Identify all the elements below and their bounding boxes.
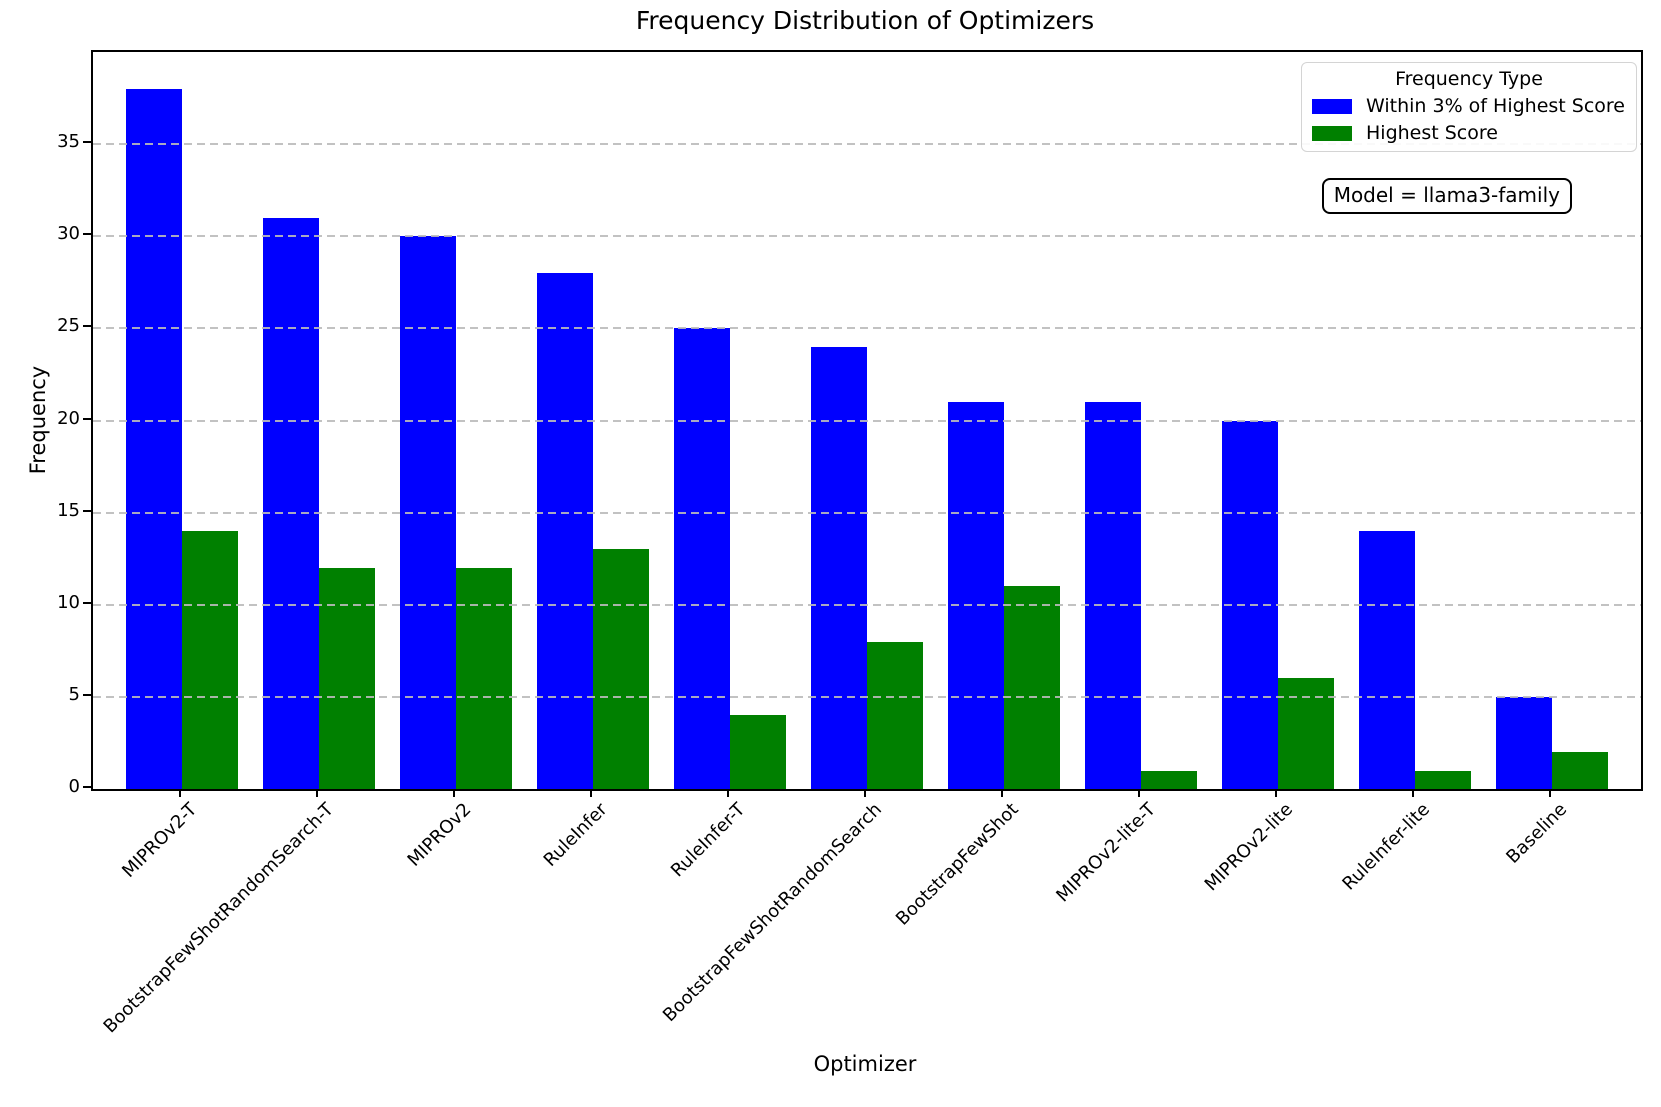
x-tick-label-Baseline: Baseline bbox=[1502, 799, 1571, 868]
x-tick-label-BootstrapFewShotRandomSearch-T: BootstrapFewShotRandomSearch-T bbox=[99, 799, 338, 1038]
grid-layer bbox=[93, 52, 1641, 789]
bar-blue-BootstrapFewShotRandomSearch bbox=[811, 346, 867, 789]
x-tick-mark bbox=[590, 789, 592, 797]
x-tick-mark bbox=[316, 789, 318, 797]
legend-swatch-blue bbox=[1312, 98, 1352, 114]
bar-blue-RuleInfer-T bbox=[674, 328, 730, 789]
x-tick-label-RuleInfer-T: RuleInfer-T bbox=[666, 799, 749, 882]
y-tick-mark bbox=[83, 601, 91, 604]
y-tick-mark bbox=[83, 141, 91, 144]
bar-blue-MIPROv2-lite-T bbox=[1085, 402, 1141, 789]
bar-green-RuleInfer-lite bbox=[1415, 770, 1471, 789]
bar-green-RuleInfer bbox=[593, 549, 649, 789]
bar-green-Baseline bbox=[1552, 752, 1608, 789]
x-axis-label: Optimizer bbox=[813, 1052, 917, 1076]
x-tick-label-MIPROv2-lite: MIPROv2-lite bbox=[1200, 799, 1297, 896]
legend-entry-highest: Highest Score bbox=[1312, 122, 1628, 144]
x-tick-mark bbox=[453, 789, 455, 797]
x-tick-label-MIPROv2-lite-T: MIPROv2-lite-T bbox=[1052, 799, 1160, 907]
x-tick-label-RuleInfer-lite: RuleInfer-lite bbox=[1338, 799, 1434, 895]
y-tick-label-15: 15 bbox=[57, 499, 80, 521]
y-tick-mark bbox=[83, 417, 91, 420]
y-tick-label-25: 25 bbox=[57, 315, 80, 337]
x-tick-mark bbox=[864, 789, 866, 797]
bar-blue-BootstrapFewShot bbox=[948, 402, 1004, 789]
legend-label: Within 3% of Highest Score bbox=[1366, 95, 1625, 117]
x-tick-label-BootstrapFewShot: BootstrapFewShot bbox=[892, 799, 1023, 930]
x-tick-mark bbox=[1275, 789, 1277, 797]
y-tick-label-20: 20 bbox=[57, 407, 80, 429]
legend: Frequency Type Within 3% of Highest Scor… bbox=[1301, 62, 1637, 152]
bar-blue-BootstrapFewShotRandomSearch-T bbox=[263, 217, 319, 789]
bars-layer bbox=[93, 52, 1641, 789]
y-tick-label-10: 10 bbox=[57, 591, 80, 613]
bar-green-MIPROv2-T bbox=[182, 531, 238, 789]
bar-green-MIPROv2-lite-T bbox=[1141, 770, 1197, 789]
bar-green-MIPROv2 bbox=[456, 567, 512, 789]
x-tick-mark bbox=[1549, 789, 1551, 797]
y-tick-mark bbox=[83, 325, 91, 328]
bar-blue-MIPROv2-T bbox=[126, 88, 182, 789]
x-tick-mark bbox=[1412, 789, 1414, 797]
y-tick-mark bbox=[83, 233, 91, 236]
x-tick-mark bbox=[1138, 789, 1140, 797]
x-tick-mark bbox=[1001, 789, 1003, 797]
bar-green-BootstrapFewShotRandomSearch-T bbox=[319, 567, 375, 789]
legend-title: Frequency Type bbox=[1395, 68, 1543, 90]
x-tick-label-MIPROv2-T: MIPROv2-T bbox=[117, 799, 201, 882]
legend-swatch-green bbox=[1312, 125, 1352, 141]
y-tick-label-5: 5 bbox=[68, 683, 80, 705]
legend-label: Highest Score bbox=[1366, 122, 1498, 144]
gridline-25 bbox=[93, 327, 1641, 330]
y-tick-label-0: 0 bbox=[68, 776, 80, 797]
y-tick-mark bbox=[83, 693, 91, 696]
bar-blue-RuleInfer bbox=[537, 273, 593, 789]
gridline-20 bbox=[93, 419, 1641, 422]
gridline-5 bbox=[93, 695, 1641, 698]
gridline-10 bbox=[93, 603, 1641, 606]
gridline-35 bbox=[93, 143, 1641, 146]
model-annotation: Model = llama3-family bbox=[1321, 178, 1572, 214]
bar-green-BootstrapFewShotRandomSearch bbox=[867, 641, 923, 789]
x-tick-label-MIPROv2: MIPROv2 bbox=[403, 799, 475, 871]
x-tick-label-BootstrapFewShotRandomSearch: BootstrapFewShotRandomSearch bbox=[658, 799, 886, 1027]
gridline-30 bbox=[93, 235, 1641, 238]
x-tick-mark bbox=[179, 789, 181, 797]
y-tick-label-30: 30 bbox=[57, 223, 80, 245]
y-tick-mark bbox=[83, 786, 91, 788]
x-tick-label-RuleInfer: RuleInfer bbox=[539, 799, 612, 871]
legend-entry-within3pct: Within 3% of Highest Score bbox=[1312, 95, 1628, 117]
x-tick-mark bbox=[727, 789, 729, 797]
bar-green-BootstrapFewShot bbox=[1004, 586, 1060, 789]
gridline-15 bbox=[93, 511, 1641, 514]
bar-green-RuleInfer-T bbox=[730, 715, 786, 789]
chart-title: Frequency Distribution of Optimizers bbox=[635, 6, 1095, 35]
plot-area: Frequency Type Within 3% of Highest Scor… bbox=[91, 50, 1643, 791]
bar-blue-Baseline bbox=[1496, 696, 1552, 789]
bar-blue-RuleInfer-lite bbox=[1359, 531, 1415, 789]
y-tick-label-35: 35 bbox=[57, 131, 80, 153]
y-tick-mark bbox=[83, 509, 91, 512]
